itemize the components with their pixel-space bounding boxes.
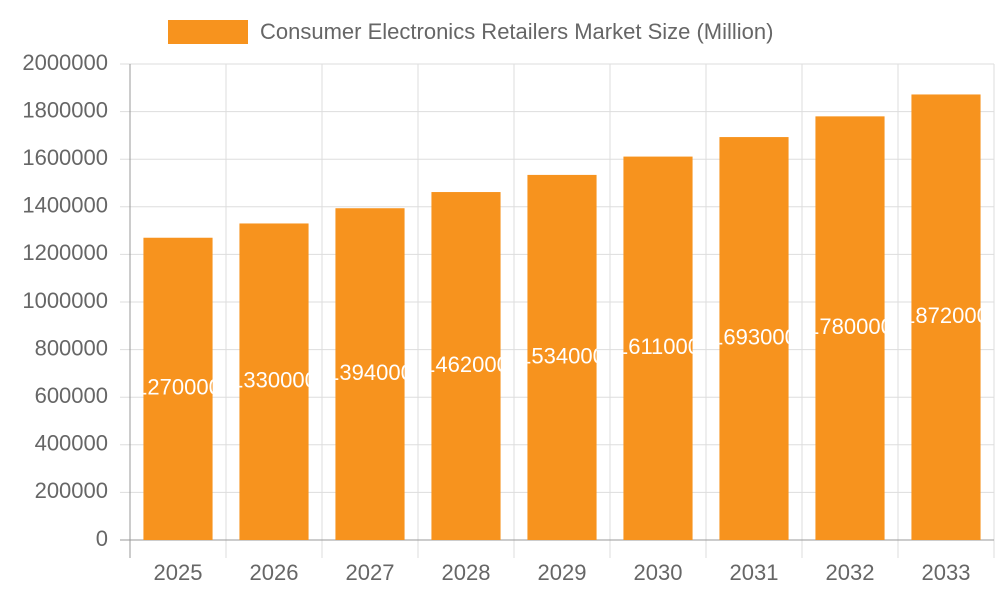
- bar: [623, 156, 693, 540]
- x-tick-label: 2030: [634, 560, 683, 585]
- y-tick-label: 1000000: [22, 288, 108, 313]
- x-tick-label: 2032: [826, 560, 875, 585]
- bar: [431, 192, 501, 540]
- data-label: 1270000: [135, 375, 221, 400]
- x-tick-label: 2033: [922, 560, 971, 585]
- data-label: 1611000: [616, 334, 700, 359]
- bar: [143, 237, 213, 541]
- y-tick-label: 1200000: [22, 240, 108, 265]
- x-tick-label: 2028: [442, 560, 491, 585]
- bar: [239, 223, 309, 540]
- bar: [527, 174, 597, 540]
- y-tick-label: 600000: [35, 383, 108, 408]
- x-tick-label: 2029: [538, 560, 587, 585]
- y-tick-label: 0: [96, 526, 108, 551]
- data-label: 1394000: [327, 360, 413, 385]
- y-tick-label: 200000: [35, 478, 108, 503]
- legend-label: Consumer Electronics Retailers Market Si…: [260, 19, 773, 44]
- data-label: 1330000: [231, 368, 317, 393]
- data-label: 1872000: [903, 303, 989, 328]
- data-label: 1780000: [807, 314, 893, 339]
- data-label: 1462000: [423, 352, 509, 377]
- data-label: 1534000: [519, 343, 605, 368]
- x-tick-label: 2031: [730, 560, 779, 585]
- bar: [911, 94, 981, 541]
- legend-swatch: [168, 20, 248, 44]
- x-tick-label: 2026: [250, 560, 299, 585]
- y-tick-label: 1400000: [22, 193, 108, 218]
- bar: [335, 208, 405, 540]
- bar: [719, 137, 789, 541]
- x-tick-label: 2025: [154, 560, 203, 585]
- y-tick-label: 800000: [35, 335, 108, 360]
- data-label: 1693000: [711, 324, 797, 349]
- y-tick-label: 2000000: [22, 50, 108, 75]
- y-tick-label: 1800000: [22, 97, 108, 122]
- x-tick-label: 2027: [346, 560, 395, 585]
- bar: [815, 116, 885, 541]
- y-tick-label: 400000: [35, 431, 108, 456]
- y-tick-label: 1600000: [22, 145, 108, 170]
